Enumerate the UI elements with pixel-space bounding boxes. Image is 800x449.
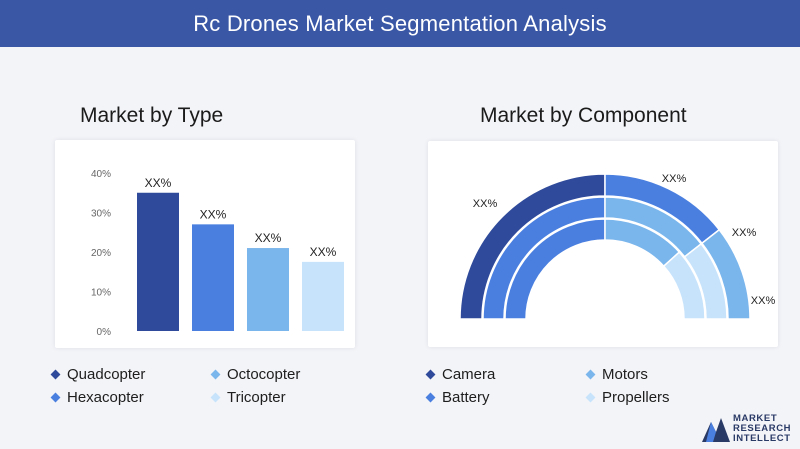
bar-data-label: XX%	[310, 245, 337, 259]
y-tick-label: 30%	[91, 209, 111, 220]
donut-segment-propellers	[683, 242, 728, 320]
market-research-intellect-logo: MARKET RESEARCH INTELLECT	[700, 412, 795, 446]
legend-marker	[425, 392, 436, 403]
bar-octocopter	[247, 248, 289, 331]
legend-item-motors: Motors	[585, 366, 648, 383]
y-tick-label: 40%	[91, 169, 111, 180]
y-tick-label: 20%	[91, 248, 111, 259]
logo-mark-icon	[702, 418, 730, 442]
donut-segment-propellers	[700, 228, 751, 320]
legend-marker	[210, 369, 221, 380]
component-donut-chart: XX% XX% XX% XX%	[459, 173, 776, 320]
legend-marker	[425, 369, 436, 380]
bar-quadcopter	[137, 192, 179, 331]
bar-data-label: XX%	[200, 207, 227, 221]
legend-item-octocopter: Octocopter	[210, 366, 300, 383]
logo-text-line3: INTELLECT	[733, 433, 791, 444]
legend-item-quadcopter: Quadcopter	[50, 366, 145, 383]
page-title: Rc Drones Market Segmentation Analysis	[193, 10, 607, 36]
component-chart-panel: XX% XX% XX% XX%	[428, 141, 778, 347]
donut-data-label: XX%	[732, 227, 757, 239]
legend-label: Camera	[442, 366, 496, 383]
legend-label: Hexacopter	[67, 389, 144, 406]
donut-data-label: XX%	[473, 198, 498, 210]
legend-marker	[210, 392, 221, 403]
donut-segment-propellers	[662, 251, 706, 320]
donut-data-label: XX%	[751, 295, 776, 307]
legend-item-hexacopter: Hexacopter	[50, 389, 144, 406]
bar-data-label: XX%	[255, 231, 282, 245]
legend-item-battery: Battery	[425, 389, 490, 406]
legend-label: Propellers	[602, 389, 670, 406]
legend-label: Octocopter	[227, 366, 301, 383]
type-chart-panel: 0% 10% 20% 30% 40% XX% XX% XX% XX%	[55, 140, 355, 348]
logo-text-line2: RESEARCH	[733, 423, 792, 434]
market-by-component-title: Market by Component	[480, 104, 687, 127]
donut-data-label: XX%	[662, 173, 687, 185]
legend-marker	[585, 369, 596, 380]
legend-item-propellers: Propellers	[585, 389, 670, 406]
legend-item-camera: Camera	[425, 366, 495, 383]
page-header: Rc Drones Market Segmentation Analysis	[0, 0, 800, 47]
y-tick-label: 10%	[91, 288, 111, 299]
legend-marker	[50, 369, 61, 380]
legend-item-tricopter: Tricopter	[210, 389, 286, 406]
legend-marker	[585, 392, 596, 403]
legend-label: Tricopter	[227, 389, 286, 406]
legend-marker	[50, 392, 61, 403]
bar-data-label: XX%	[145, 176, 172, 190]
market-by-type-title: Market by Type	[80, 104, 224, 127]
type-bar-chart: 0% 10% 20% 30% 40% XX% XX% XX% XX%	[91, 169, 344, 338]
legend-label: Quadcopter	[67, 366, 146, 383]
y-tick-label: 0%	[97, 327, 112, 338]
bar-hexacopter	[192, 224, 234, 331]
logo-text-line1: MARKET	[733, 413, 778, 424]
legend-label: Motors	[602, 366, 648, 383]
legend-label: Battery	[442, 389, 490, 406]
bar-tricopter	[302, 261, 344, 331]
